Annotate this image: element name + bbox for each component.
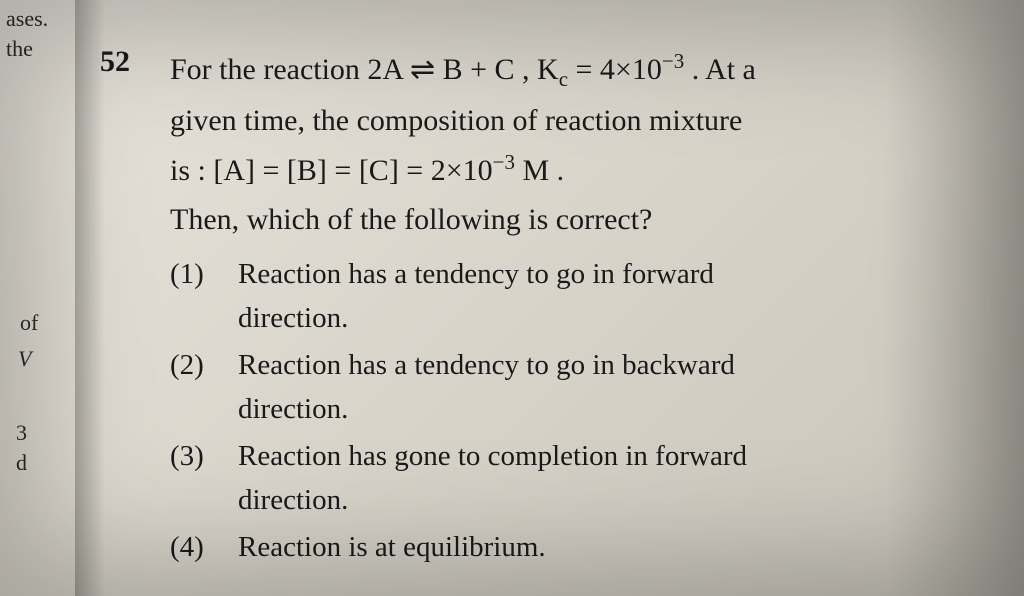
question-line: Then, which of the following is correct? <box>170 197 994 244</box>
text: Reaction has a tendency to go in backwar… <box>238 344 994 388</box>
option-number: (4) <box>170 526 220 570</box>
text: direction. <box>238 388 994 432</box>
option-item: (3) Reaction has gone to completion in f… <box>170 435 994 522</box>
option-item: (2) Reaction has a tendency to go in bac… <box>170 344 994 431</box>
options-list: (1) Reaction has a tendency to go in for… <box>170 253 994 570</box>
text: . At a <box>684 53 756 86</box>
text: = 4×10 <box>568 53 662 86</box>
subscript: c <box>559 67 568 91</box>
text: direction. <box>238 479 994 523</box>
superscript: −3 <box>662 49 684 73</box>
text: is : [A] = [B] = [C] = 2×10 <box>170 154 493 187</box>
question-block: 52 For the reaction 2A ⇌ B + C , Kc = 4×… <box>100 20 994 574</box>
option-number: (1) <box>170 253 220 340</box>
option-text: Reaction has a tendency to go in backwar… <box>238 344 994 431</box>
option-text: Reaction is at equilibrium. <box>238 526 994 570</box>
question-number: 52 <box>100 45 140 79</box>
text: M . <box>515 154 564 187</box>
text: Reaction has a tendency to go in forward <box>238 253 994 297</box>
superscript: −3 <box>493 150 515 174</box>
question-line: For the reaction 2A ⇌ B + C , Kc = 4×10−… <box>170 45 994 96</box>
margin-text: 3 <box>16 420 27 446</box>
question-line: given time, the composition of reaction … <box>170 98 994 145</box>
option-text: Reaction has gone to completion in forwa… <box>238 435 994 522</box>
option-number: (3) <box>170 435 220 522</box>
left-margin: ases. the of V 3 d <box>0 0 80 596</box>
text: For the reaction 2A ⇌ B + C , K <box>170 53 559 86</box>
text: Reaction has gone to completion in forwa… <box>238 435 994 479</box>
option-number: (2) <box>170 344 220 431</box>
page-container: ases. the of V 3 d 52 For the reaction 2… <box>0 0 1024 596</box>
text: direction. <box>238 297 994 341</box>
question-body: For the reaction 2A ⇌ B + C , Kc = 4×10−… <box>170 45 994 574</box>
question-line: is : [A] = [B] = [C] = 2×10−3 M . <box>170 146 994 195</box>
margin-text: of <box>20 310 38 336</box>
margin-text: V <box>18 346 31 372</box>
margin-text: d <box>16 450 27 476</box>
margin-text: ases. <box>6 6 48 32</box>
option-item: (4) Reaction is at equilibrium. <box>170 526 994 570</box>
option-item: (1) Reaction has a tendency to go in for… <box>170 253 994 340</box>
question-header: 52 For the reaction 2A ⇌ B + C , Kc = 4×… <box>100 45 994 574</box>
option-text: Reaction has a tendency to go in forward… <box>238 253 994 340</box>
margin-text: the <box>6 36 33 62</box>
text: Reaction is at equilibrium. <box>238 526 994 570</box>
